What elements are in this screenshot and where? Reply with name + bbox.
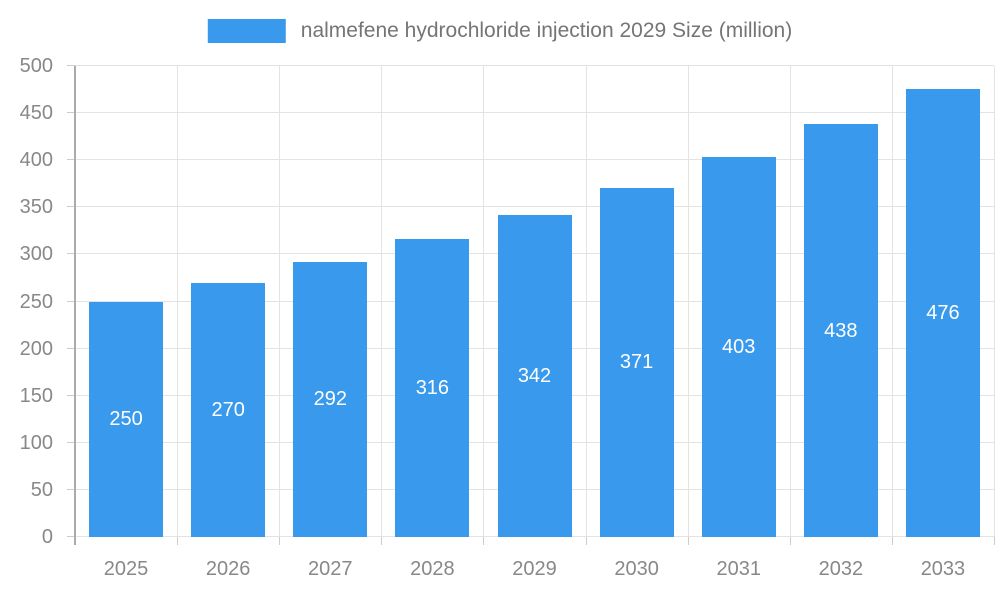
bar-2027: 292 — [293, 261, 368, 537]
y-axis-tick — [67, 206, 75, 208]
y-axis-tick — [67, 536, 75, 537]
gridline-horizontal — [75, 159, 994, 161]
gridline-vertical — [279, 66, 281, 537]
x-axis-tick — [483, 537, 485, 545]
gridline-vertical — [994, 66, 995, 537]
gridline-horizontal — [75, 112, 994, 114]
gridline-vertical — [585, 66, 587, 537]
bar-2025: 250 — [89, 301, 164, 537]
bar-2032: 438 — [803, 124, 878, 537]
bar-value-label: 371 — [619, 351, 654, 374]
bar-2033: 476 — [905, 88, 980, 537]
bar-value-label: 250 — [109, 408, 143, 431]
gridline-vertical — [177, 66, 179, 537]
gridline-vertical — [891, 66, 893, 537]
y-axis-label: 250 — [19, 290, 53, 313]
x-axis-tick — [585, 537, 587, 545]
y-axis-tick — [67, 112, 75, 114]
bar-value-label: 342 — [517, 364, 552, 387]
x-axis-label: 2033 — [920, 558, 966, 580]
y-axis-label: 200 — [19, 337, 53, 360]
y-axis-label: 450 — [19, 102, 53, 125]
bar-value-label: 403 — [722, 336, 756, 359]
y-axis-label: 0 — [41, 526, 53, 548]
y-axis-label: 150 — [19, 384, 53, 407]
gridline-vertical — [687, 66, 689, 537]
bar-value-label: 476 — [926, 301, 960, 324]
y-axis-label: 500 — [19, 55, 53, 77]
gridline-vertical — [381, 66, 383, 537]
x-axis-tick — [177, 537, 179, 545]
x-axis-label: 2032 — [818, 558, 864, 580]
y-axis-label: 400 — [19, 149, 53, 172]
x-axis-label: 2029 — [512, 558, 557, 580]
gridline-horizontal — [75, 206, 994, 208]
y-axis-label: 100 — [19, 431, 53, 454]
bar-value-label: 292 — [313, 388, 347, 411]
y-axis-tick — [67, 300, 75, 302]
gridline-horizontal — [75, 65, 994, 66]
x-axis-tick — [789, 537, 791, 545]
x-axis-label: 2027 — [308, 558, 353, 580]
y-axis-label: 300 — [19, 243, 53, 266]
x-axis-tick — [381, 537, 383, 545]
plot-area: 0 50 100 150 200 250 300 350 400 450 500 250 2025 270… — [20, 56, 995, 580]
legend-label: nalmefene hydrochloride injection 2029 S… — [300, 19, 793, 42]
y-axis-label: 350 — [19, 196, 53, 219]
bar-2030: 371 — [599, 187, 674, 537]
y-axis-tick — [67, 394, 75, 396]
x-axis-label: 2030 — [614, 558, 659, 580]
y-axis-tick — [67, 488, 75, 490]
x-axis-label: 2025 — [103, 558, 149, 580]
bar-2026: 270 — [191, 282, 266, 537]
legend-swatch — [207, 19, 286, 43]
x-axis-tick — [279, 537, 281, 545]
x-axis-label: 2028 — [410, 558, 455, 580]
x-axis-tick — [687, 537, 689, 545]
bar-value-label: 316 — [415, 377, 450, 400]
chart-legend: nalmefene hydrochloride injection 2029 S… — [207, 19, 793, 43]
x-axis-tick — [994, 537, 995, 545]
bar-value-label: 270 — [211, 398, 245, 421]
y-axis-tick — [67, 159, 75, 161]
gridline-vertical — [483, 66, 485, 537]
bar-2031: 403 — [701, 157, 776, 537]
bar-2029: 342 — [497, 214, 572, 537]
bar-value-label: 438 — [824, 319, 858, 342]
y-axis-line — [74, 66, 76, 545]
x-axis-tick — [891, 537, 893, 545]
bar-2028: 316 — [395, 239, 470, 537]
y-axis-tick — [67, 65, 75, 66]
y-axis-tick — [67, 253, 75, 255]
gridline-vertical — [789, 66, 791, 537]
x-axis-label: 2026 — [205, 558, 251, 580]
y-axis-tick — [67, 441, 75, 443]
y-axis-tick — [67, 347, 75, 349]
y-axis-label: 50 — [30, 478, 53, 501]
x-axis-label: 2031 — [716, 558, 761, 580]
